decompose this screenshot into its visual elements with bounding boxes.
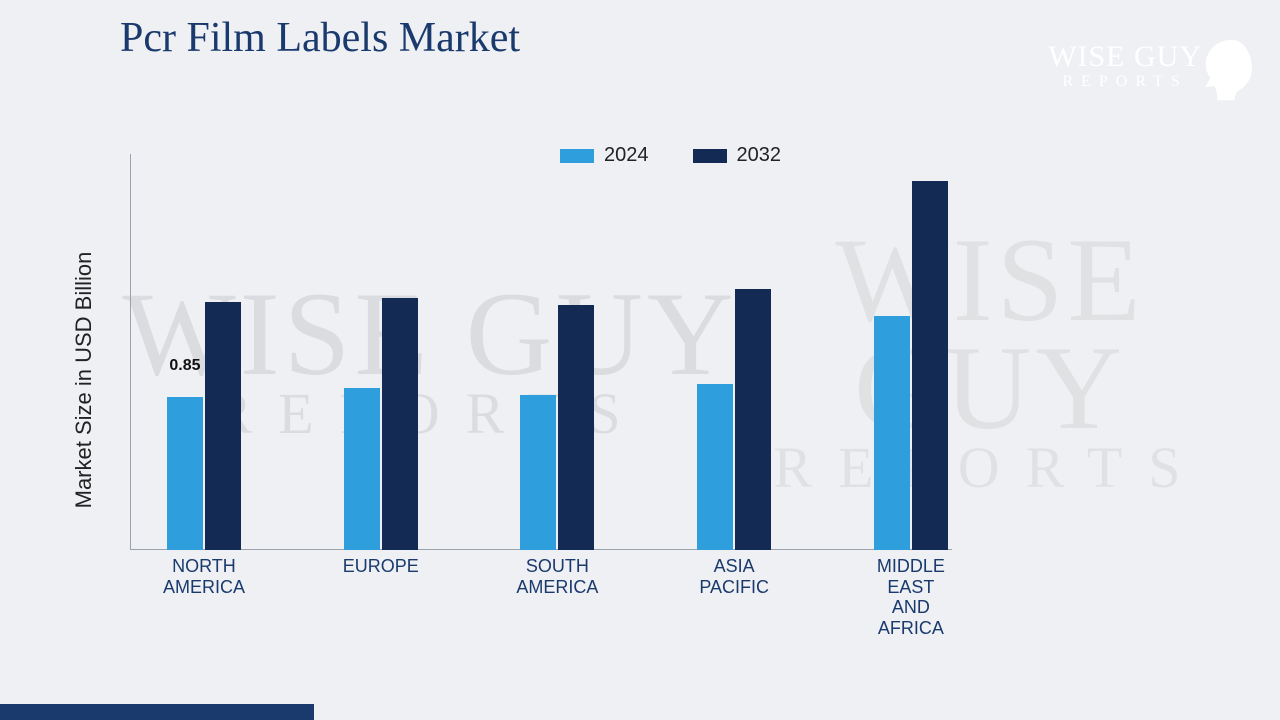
bar-2024 [167,397,203,550]
stage: WISE GUY REPORTS WISE GUY REPORTS WISE G… [0,0,1280,720]
x-tick-label: ASIA PACIFIC [699,556,769,597]
bar-group [697,289,771,550]
bar-2024 [344,388,380,550]
bar-2032 [558,305,594,550]
brand-logo: WISE GUY REPORTS [1002,18,1262,98]
bar-group [167,302,241,550]
y-axis [130,154,131,550]
head-icon [1190,34,1262,106]
x-tick-label: NORTH AMERICA [163,556,245,597]
y-axis-label: Market Size in USD Billion [71,252,97,509]
bar-2032 [735,289,771,550]
x-axis-labels: NORTH AMERICA EUROPE SOUTH AMERICA ASIA PAC… [130,556,952,686]
bar-group [344,298,418,550]
plot-area: 0.85 [130,154,952,550]
bar-2032 [382,298,418,550]
bar-2024 [697,384,733,550]
bar-group [520,305,594,550]
x-tick-label: EUROPE [343,556,419,577]
x-tick-label: MIDDLE EAST AND AFRICA [877,556,945,639]
bar-2024 [520,395,556,550]
bottom-strip [0,704,314,720]
x-tick-label: SOUTH AMERICA [516,556,598,597]
chart-title: Pcr Film Labels Market [120,14,520,62]
logo-line1: WISE GUY [1048,40,1202,73]
bar-group [874,181,948,550]
bar-2032 [205,302,241,550]
bar-2032 [912,181,948,550]
logo-line2: REPORTS [1048,74,1202,90]
bar-2024 [874,316,910,550]
bar-value-label: 0.85 [169,357,200,375]
